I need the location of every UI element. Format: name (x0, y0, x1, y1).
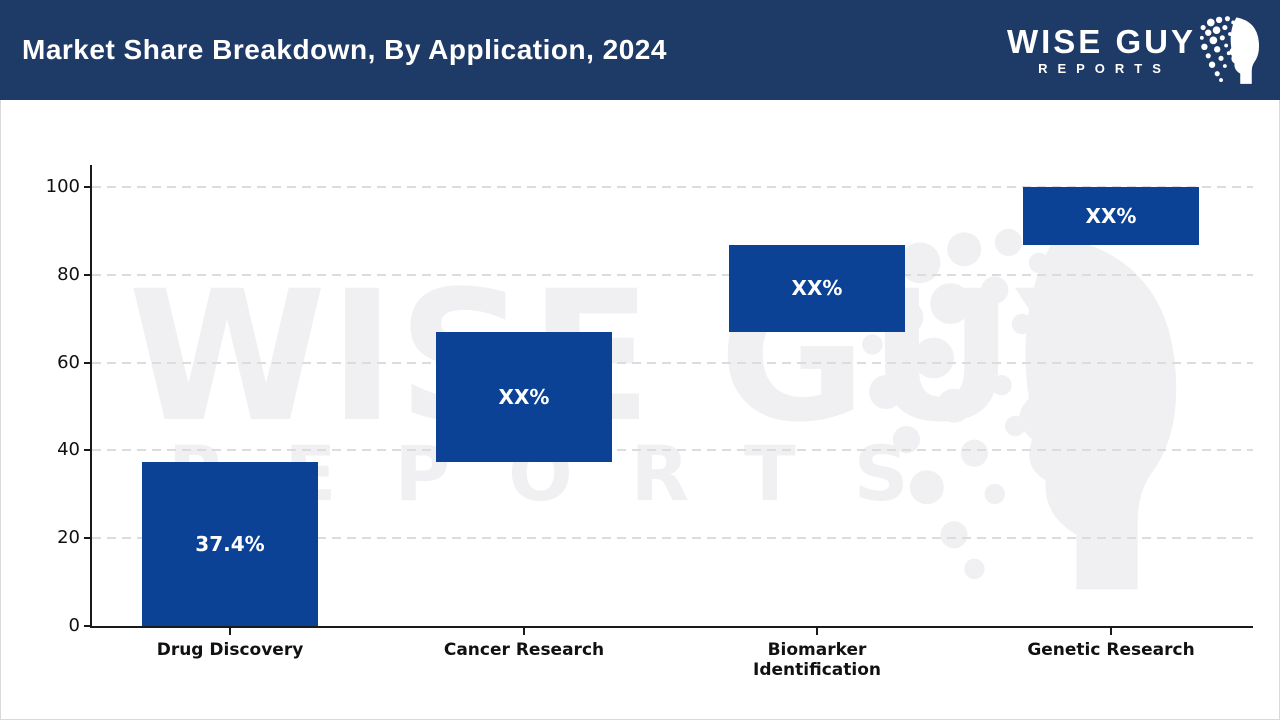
gridline-40 (92, 449, 1253, 452)
y-tick-label-0: 0 (68, 615, 80, 636)
y-tick-mark-60 (84, 361, 92, 364)
y-tick-mark-0 (84, 625, 92, 627)
x-axis-spine (90, 626, 1253, 628)
bar-value-label: XX% (1085, 203, 1137, 228)
x-tick-mark-biomarker-identification (816, 628, 818, 635)
gridline-20 (92, 537, 1253, 540)
category-label-biomarker-identification: Biomarker Identification (753, 640, 881, 680)
bar-value-label: 37.4% (195, 531, 265, 556)
brand-name: WISE GUY (1006, 23, 1196, 60)
brand-subtitle: REPORTS (1038, 61, 1171, 76)
gridline-60 (92, 361, 1253, 364)
y-tick-label-100: 100 (45, 176, 80, 197)
y-tick-label-40: 40 (57, 439, 80, 461)
bar-value-label: XX% (791, 276, 843, 301)
gridline-80 (92, 273, 1253, 276)
x-tick-mark-genetic-research (1110, 628, 1112, 635)
bar-value-label: XX% (498, 384, 550, 409)
bar-cancer-research: XX% (436, 331, 612, 462)
bar-drug-discovery: 37.4% (142, 461, 318, 626)
x-tick-mark-drug-discovery (229, 628, 231, 635)
bar-genetic-research: XX% (1023, 187, 1199, 245)
page-title: Market Share Breakdown, By Application, … (22, 34, 667, 65)
y-tick-mark-80 (84, 273, 92, 276)
y-tick-label-20: 20 (57, 527, 80, 549)
x-tick-mark-cancer-research (523, 628, 525, 635)
y-axis-spine (90, 165, 92, 628)
header: Market Share Breakdown, By Application, … (0, 0, 1280, 100)
category-label-cancer-research: Cancer Research (443, 640, 605, 660)
brand-head-icon (1199, 16, 1260, 84)
y-tick-mark-100 (84, 186, 92, 188)
y-tick-mark-40 (84, 449, 92, 452)
y-tick-mark-20 (84, 537, 92, 540)
category-label-drug-discovery: Drug Discovery (156, 640, 304, 660)
bar-biomarker-identification: XX% (729, 244, 905, 332)
y-tick-label-80: 80 (57, 263, 80, 285)
gridline-100 (92, 186, 1253, 188)
y-tick-label-60: 60 (57, 351, 80, 373)
category-label-genetic-research: Genetic Research (1027, 640, 1195, 660)
brand-logo: WISE GUY REPORTS (1007, 14, 1262, 86)
